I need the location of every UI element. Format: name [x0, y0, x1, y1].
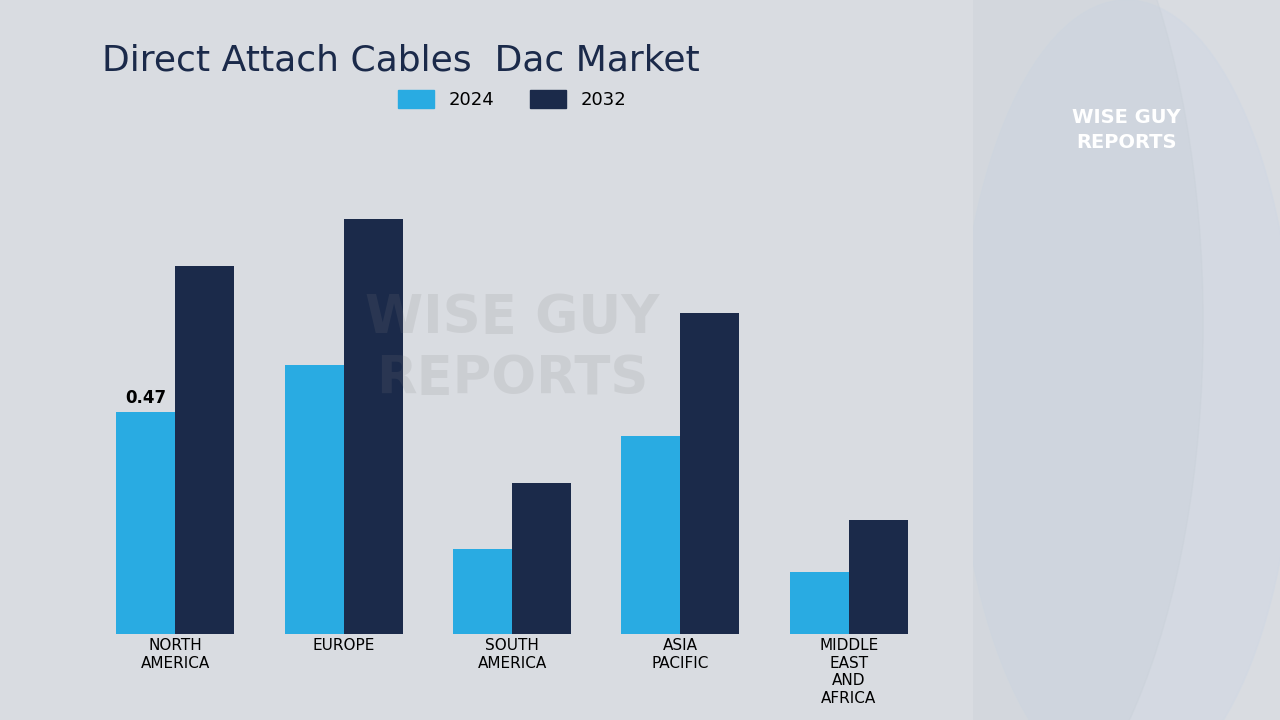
Circle shape: [742, 0, 1203, 720]
Bar: [790, 572, 849, 634]
Bar: [453, 549, 512, 634]
Bar: [621, 436, 681, 634]
Bar: [116, 412, 175, 634]
Bar: [284, 365, 343, 634]
Text: WISE GUY
REPORTS: WISE GUY REPORTS: [365, 292, 659, 405]
Legend: 2024, 2032: 2024, 2032: [390, 83, 634, 117]
Text: 0.47: 0.47: [125, 390, 166, 408]
Circle shape: [957, 0, 1280, 720]
Bar: [175, 266, 234, 634]
Bar: [681, 313, 740, 634]
Text: WISE GUY
REPORTS: WISE GUY REPORTS: [1073, 107, 1180, 152]
Bar: [343, 219, 403, 634]
Text: Direct Attach Cables  Dac Market: Direct Attach Cables Dac Market: [102, 43, 700, 77]
Bar: [512, 483, 571, 634]
Bar: [849, 521, 908, 634]
